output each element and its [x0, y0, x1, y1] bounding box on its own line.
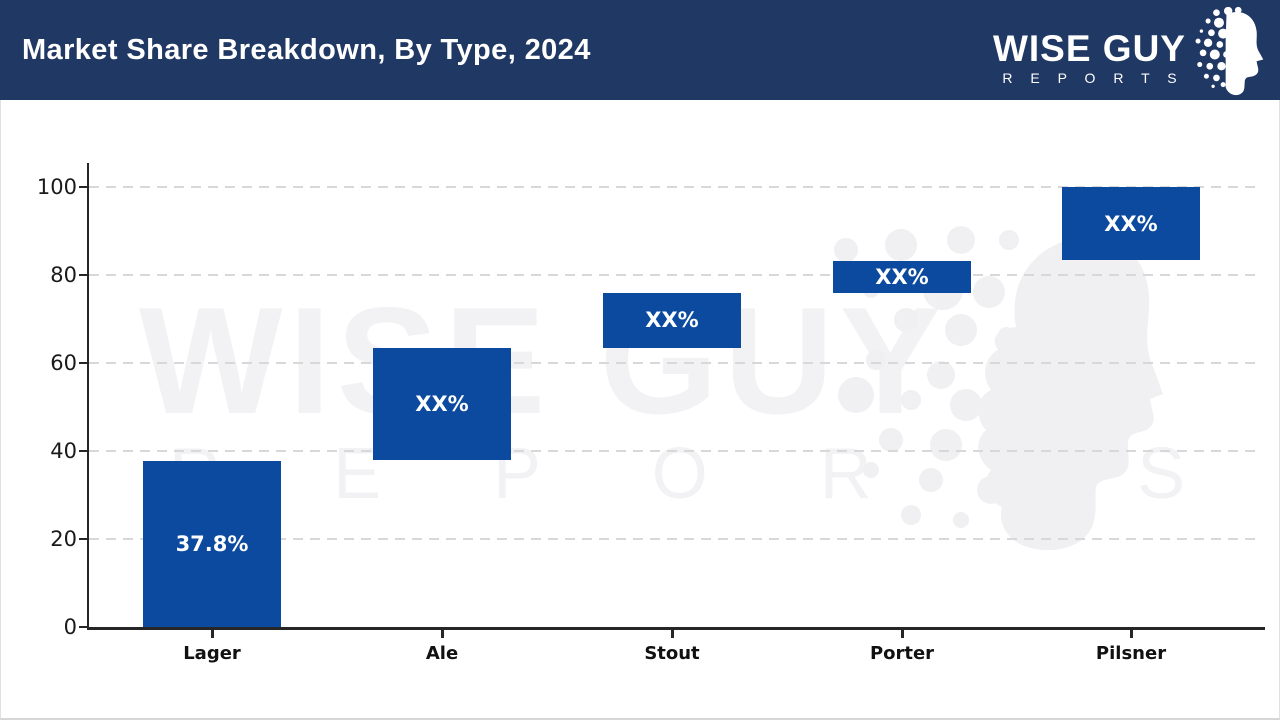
brand-subtitle: R E P O R T S: [1002, 69, 1184, 86]
bar-ale: XX%: [373, 347, 511, 460]
x-tick-mark: [901, 629, 904, 638]
bar-value-label: XX%: [645, 308, 699, 333]
x-tick-mark: [211, 629, 214, 638]
gridline-80: [89, 274, 1255, 277]
x-tick-label-lager: Lager: [183, 643, 241, 664]
bar-value-label: 37.8%: [175, 531, 249, 556]
y-tick-label-80: 80: [50, 263, 77, 288]
header-bar: Market Share Breakdown, By Type, 2024 WI…: [0, 0, 1280, 100]
y-tick-mark: [79, 450, 87, 453]
x-tick-mark: [1130, 629, 1133, 638]
watermark-wordmark: WISE GUY: [139, 276, 948, 446]
bar-pilsner: XX%: [1062, 187, 1200, 261]
x-tick-mark: [671, 629, 674, 638]
gridline-60: [89, 362, 1255, 365]
y-tick-mark: [79, 186, 87, 189]
y-tick-label-40: 40: [50, 439, 77, 464]
y-tick-mark: [79, 538, 87, 541]
y-tick-mark: [79, 274, 87, 277]
watermark-head-graphic: [834, 226, 1163, 551]
chart-title: Market Share Breakdown, By Type, 2024: [22, 33, 591, 66]
brand-head-icon: [1195, 6, 1264, 96]
bar-stout: XX%: [603, 293, 741, 348]
x-tick-label-pilsner: Pilsner: [1095, 643, 1167, 664]
bar-value-label: XX%: [415, 391, 469, 416]
x-tick-label-porter: Porter: [869, 643, 935, 664]
gridline-20: [89, 538, 1255, 541]
y-tick-label-0: 0: [63, 615, 77, 639]
x-tick-label-ale: Ale: [425, 643, 459, 664]
brand-logo: WISE GUY R E P O R T S: [993, 6, 1268, 98]
brand-name: WISE GUY: [992, 27, 1186, 69]
y-tick-mark: [79, 626, 87, 628]
chart-canvas: WISE GUY R E P O R T S 0 20 40 60 80 100 37.8%…: [0, 100, 1280, 720]
bar-value-label: XX%: [875, 264, 929, 289]
bar-value-label: XX%: [1104, 211, 1158, 236]
x-tick-label-stout: Stout: [644, 643, 700, 664]
brand-logo-text: WISE GUY R E P O R T S: [993, 30, 1186, 85]
bar-lager: 37.8%: [143, 460, 281, 627]
gridline-40: [89, 450, 1255, 453]
bar-porter: XX%: [833, 260, 971, 293]
gridline-100: [89, 186, 1255, 189]
x-tick-mark: [441, 629, 444, 638]
y-tick-label-60: 60: [50, 351, 77, 376]
y-tick-label-20: 20: [50, 527, 77, 552]
y-axis-line: [87, 163, 89, 627]
plot-area: 0 20 40 60 80 100 37.8% Lager XX% Ale XX% Stout XX% P…: [37, 163, 1255, 664]
y-tick-mark: [79, 362, 87, 365]
x-axis-line: [87, 627, 1265, 630]
y-tick-label-100: 100: [36, 175, 77, 200]
